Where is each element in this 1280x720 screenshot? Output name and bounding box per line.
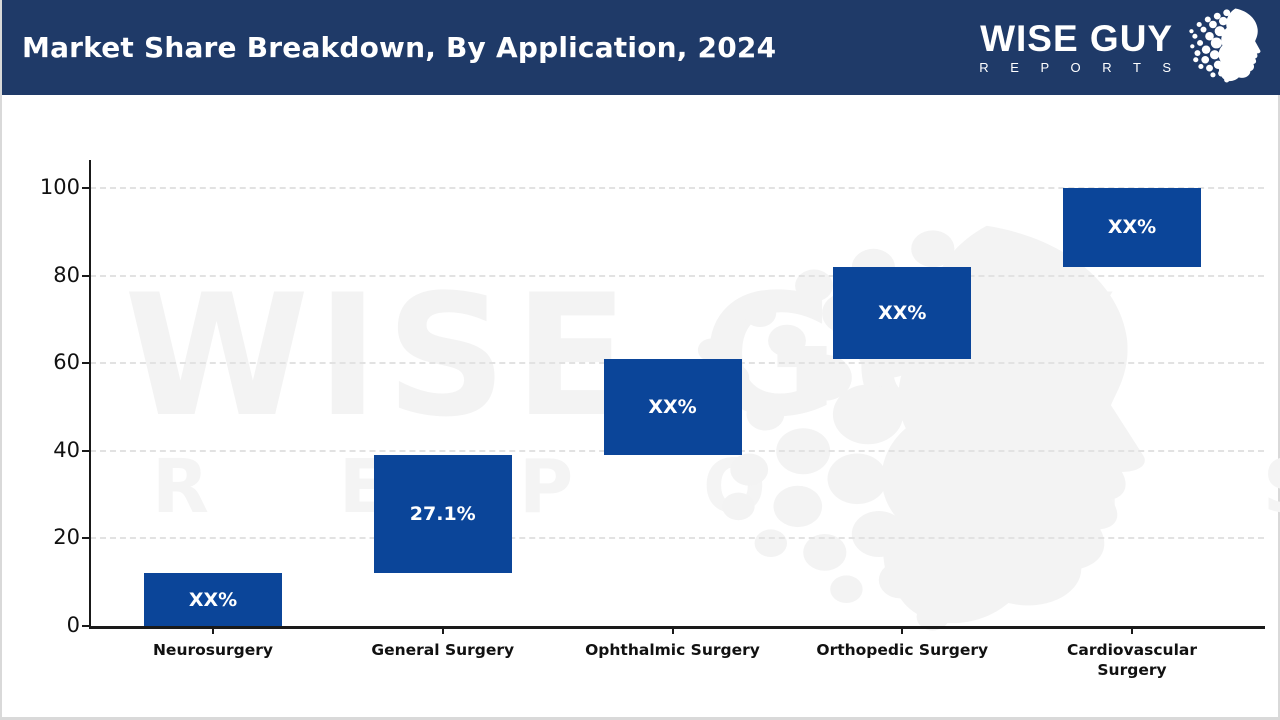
category-label: Neurosurgery — [152, 641, 274, 659]
y-tick-label: 20 — [53, 525, 80, 550]
y-tick-label: 0 — [66, 613, 80, 637]
x-tick-mark — [1131, 626, 1133, 634]
y-tick-label: 80 — [53, 262, 80, 287]
gridline — [90, 187, 1264, 189]
category-label: Orthopedic Surgery — [816, 641, 989, 659]
y-tick-mark — [82, 274, 90, 277]
bar-neurosurgery: XX% — [144, 573, 282, 626]
bar-value-label: XX% — [1107, 216, 1157, 239]
x-tick-mark — [441, 626, 444, 634]
gridline — [90, 274, 1264, 277]
bar-cardiovascular-surgery: XX% — [1063, 188, 1201, 267]
y-tick-label: 60 — [53, 350, 80, 375]
brand-name: WISE GUY — [980, 18, 1174, 59]
y-tick-mark — [82, 362, 90, 365]
category-label: Cardiovascular Surgery — [1067, 641, 1197, 680]
header: Market Share Breakdown, By Application, … — [2, 0, 1280, 95]
brand-logo: WISE GUY R E P O R T S — [973, 0, 1268, 95]
gridline — [90, 537, 1264, 540]
y-tick-label: 40 — [53, 437, 80, 462]
x-tick-mark — [901, 626, 904, 634]
dotted-head-profile-icon — [1189, 8, 1261, 82]
x-tick-mark — [671, 626, 674, 634]
category-label: General Surgery — [371, 641, 515, 659]
bar-general-surgery: 27.1% — [373, 454, 512, 574]
bar-value-label: XX% — [188, 588, 238, 611]
bar-value-label: 27.1% — [409, 503, 476, 526]
y-tick-label: 100 — [39, 175, 80, 199]
page-title: Market Share Breakdown, By Application, … — [22, 31, 777, 64]
y-axis — [89, 160, 91, 628]
bar-ophthalmic-surgery: XX% — [603, 358, 742, 455]
y-tick-mark — [82, 537, 90, 540]
bar-value-label: XX% — [878, 301, 927, 324]
x-axis — [89, 626, 1265, 629]
brand-logo-text: WISE GUY R E P O R T S — [973, 20, 1180, 75]
brand-subname: R E P O R T S — [979, 60, 1180, 75]
category-label: Ophthalmic Surgery — [585, 641, 760, 659]
x-tick-mark — [212, 626, 214, 634]
bar-orthopedic-surgery: XX% — [833, 266, 972, 359]
y-tick-mark — [82, 625, 90, 627]
y-tick-mark — [82, 449, 90, 452]
bar-value-label: XX% — [648, 395, 697, 418]
y-tick-mark — [82, 187, 90, 189]
